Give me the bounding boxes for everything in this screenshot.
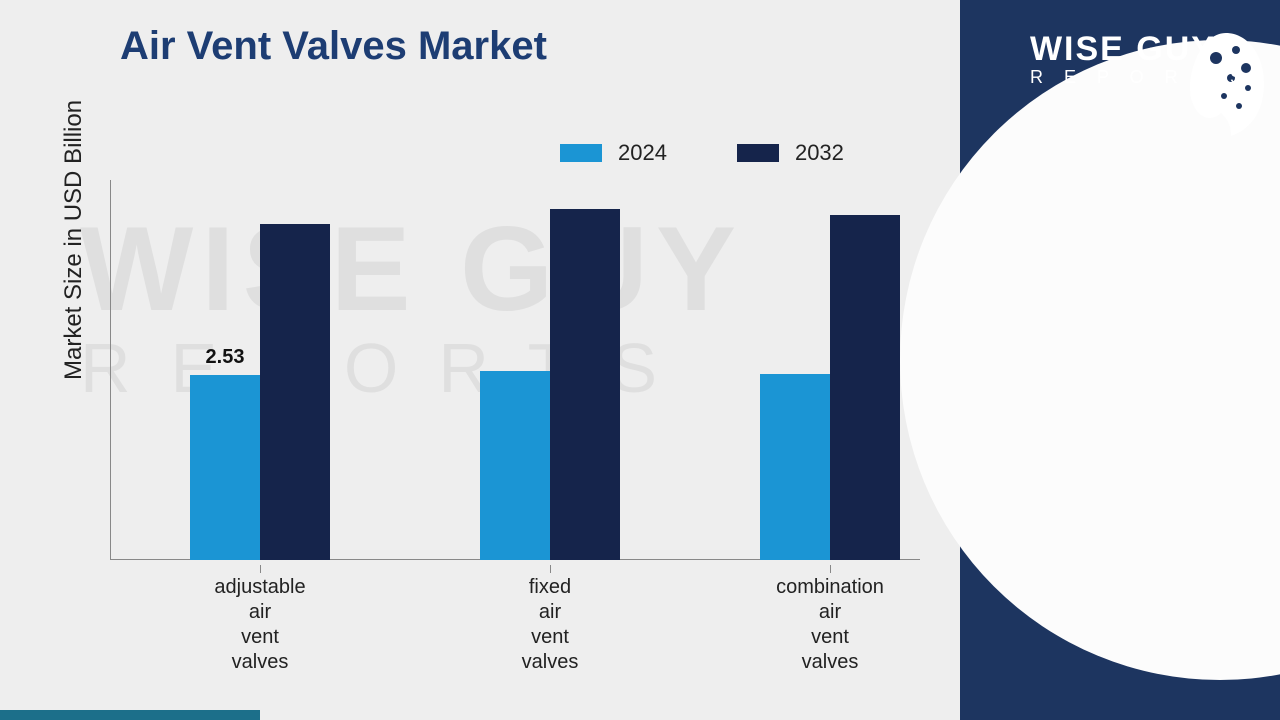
brand-line1: WISE GUY xyxy=(1030,30,1250,69)
x-tick xyxy=(550,565,551,573)
bar xyxy=(260,224,330,560)
bar xyxy=(190,375,260,560)
bar xyxy=(830,215,900,560)
chart-area: 2.53 xyxy=(110,180,920,560)
bar-value-label: 2.53 xyxy=(190,346,260,369)
legend: 2024 2032 xyxy=(560,140,844,166)
x-tick-label: combinationairventvalves xyxy=(750,575,910,675)
legend-label-2024: 2024 xyxy=(618,140,667,166)
bar xyxy=(480,371,550,560)
page-root: WISE GUY REPORTS Air Vent Valves Market … xyxy=(0,0,1280,720)
x-tick-label: adjustableairventvalves xyxy=(180,575,340,675)
brand-text: WISE GUY R E P O R T S xyxy=(1030,30,1250,88)
bottom-accent-bar xyxy=(0,710,260,720)
right-sidebar: WISE GUY R E P O R T S xyxy=(960,0,1280,720)
legend-item-2024: 2024 xyxy=(560,140,667,166)
legend-swatch-2032 xyxy=(737,144,779,162)
legend-item-2032: 2032 xyxy=(737,140,844,166)
x-tick xyxy=(260,565,261,573)
brand-line2: R E P O R T S xyxy=(1030,67,1250,88)
x-tick-label: fixedairventvalves xyxy=(470,575,630,675)
legend-swatch-2024 xyxy=(560,144,602,162)
y-axis-line xyxy=(110,180,111,560)
legend-label-2032: 2032 xyxy=(795,140,844,166)
chart-title: Air Vent Valves Market xyxy=(120,24,547,69)
y-axis-label: Market Size in USD Billion xyxy=(60,100,88,380)
bar xyxy=(550,209,620,560)
bar xyxy=(760,374,830,560)
x-tick xyxy=(830,565,831,573)
